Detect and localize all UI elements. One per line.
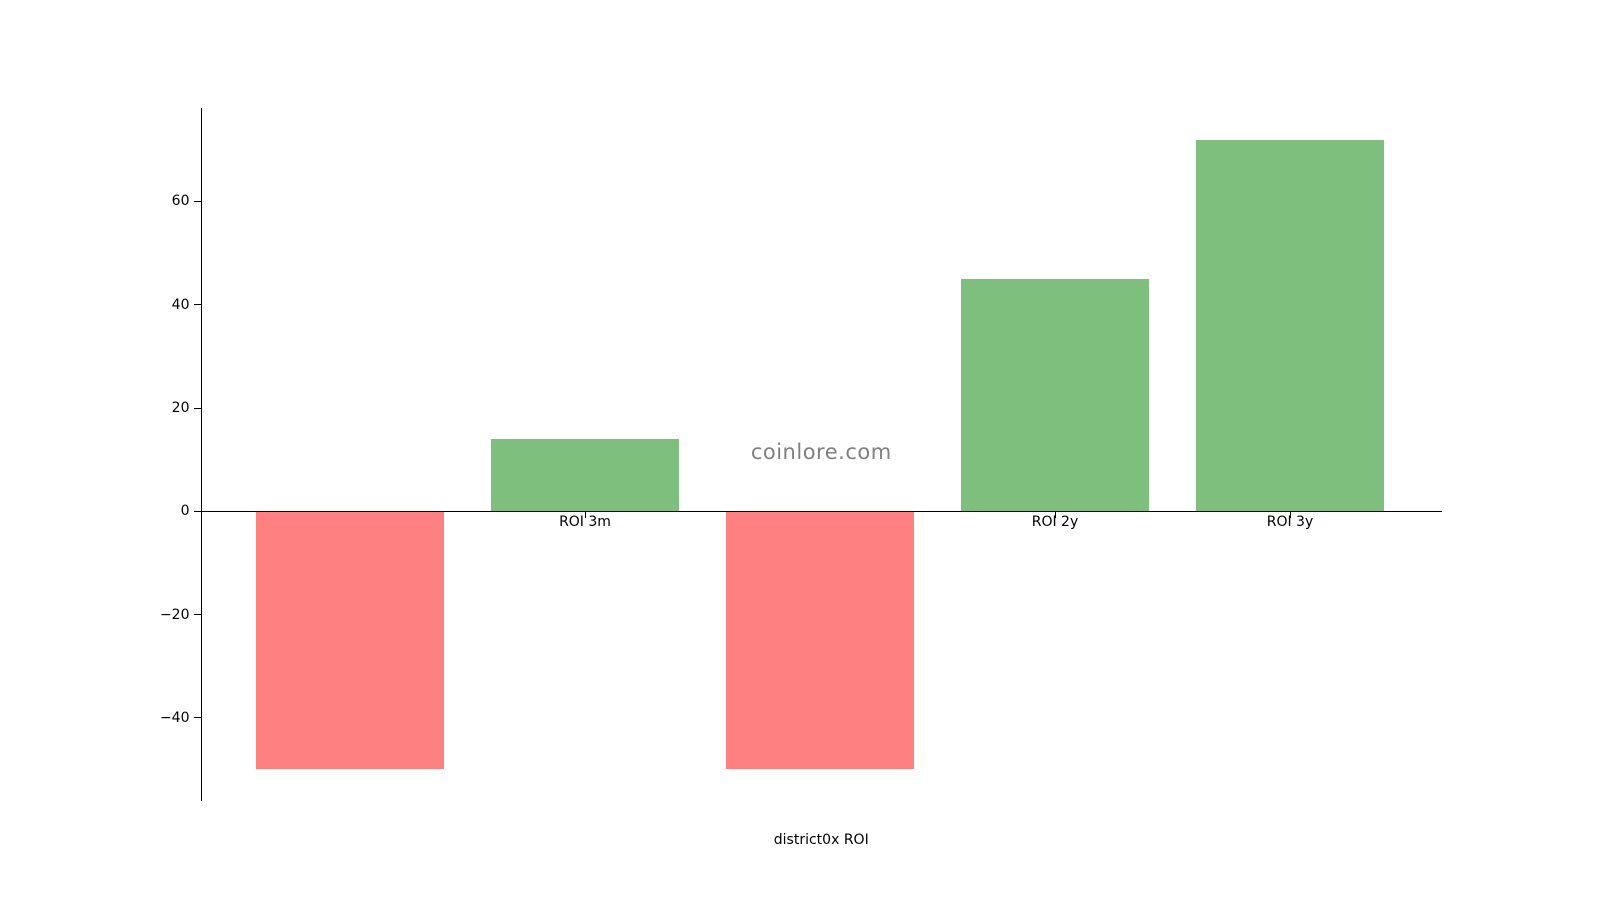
x-tick-mark (1054, 511, 1056, 519)
watermark: coinlore.com (750, 439, 892, 464)
bar-roi-3m (491, 439, 679, 512)
y-tick-mark (193, 614, 201, 616)
x-tick-label-roi-3m: ROI 3m (559, 513, 611, 530)
y-tick-label: −40 (159, 709, 190, 726)
y-tick-mark (193, 200, 201, 202)
y-tick-label: 0 (180, 503, 190, 520)
x-tick-label-roi-3y: ROI 3y (1266, 513, 1314, 530)
x-tick-mark (584, 511, 586, 519)
x-axis-title: district0x ROI (773, 832, 869, 848)
y-tick-label: 20 (171, 400, 190, 417)
y-tick-label: −20 (159, 606, 190, 623)
y-tick-mark (193, 407, 201, 409)
x-tick-mark (1289, 511, 1291, 519)
y-tick-mark (193, 510, 201, 512)
bar-roi-2y (961, 278, 1149, 512)
y-tick-mark (193, 717, 201, 719)
x-axis-zero-line (200, 510, 1442, 512)
bar-category-1 (256, 511, 444, 770)
bar-roi-3y (1196, 139, 1384, 512)
y-tick-label: 40 (171, 296, 190, 313)
y-axis-line (200, 108, 202, 801)
y-tick-mark (193, 304, 201, 306)
bar-category-3 (726, 511, 914, 770)
x-tick-label-roi-2y: ROI 2y (1031, 513, 1079, 530)
y-tick-label: 60 (171, 193, 190, 210)
